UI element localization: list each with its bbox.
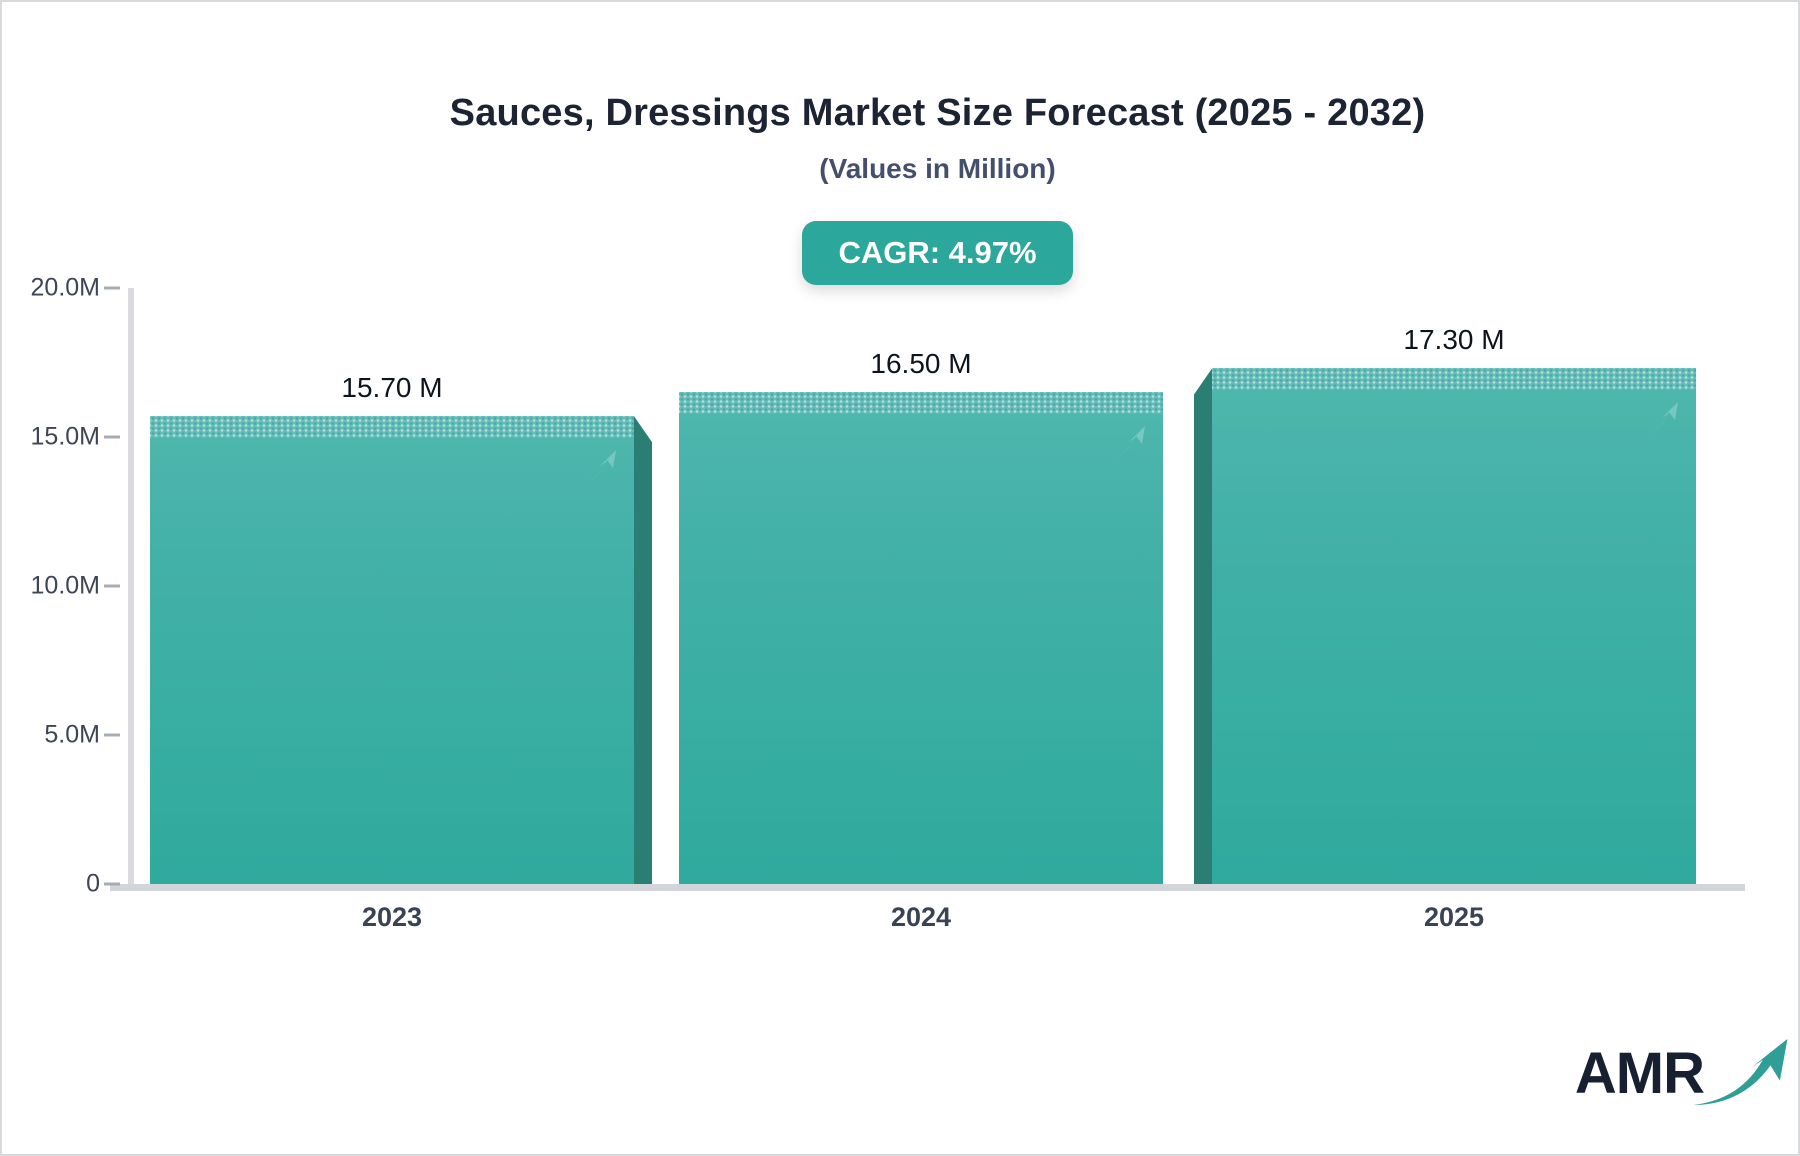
- x-category-label: 2025: [1423, 902, 1485, 932]
- bar-3d-side: [634, 416, 652, 884]
- x-axis-line: [110, 884, 1745, 891]
- y-tick-label: 15.0M: [30, 422, 100, 451]
- bar-value-label: 15.70 M: [341, 372, 443, 404]
- chart-header: Sauces, Dressings Market Size Forecast (…: [130, 0, 1745, 285]
- y-tick-label: 20.0M: [30, 273, 100, 302]
- y-tick-label: 10.0M: [30, 571, 100, 600]
- bar-watermark-arrow-icon: [1646, 402, 1678, 435]
- cagr-badge: CAGR: 4.97%: [802, 221, 1073, 285]
- y-tick-mark: [104, 882, 120, 886]
- bar-watermark-arrow-icon: [584, 450, 616, 483]
- y-tick-label: 0: [86, 869, 100, 898]
- bar-2025: [1212, 368, 1696, 884]
- bar-2023: [150, 416, 634, 884]
- x-category-label: 2024: [890, 902, 952, 932]
- bar-2024: [679, 392, 1163, 884]
- y-tick-mark: [104, 286, 120, 290]
- y-tick-label: 5.0M: [44, 720, 100, 749]
- y-tick-mark: [104, 584, 120, 588]
- amr-logo: AMR: [1574, 1038, 1788, 1110]
- amr-logo-text: AMR: [1574, 1041, 1705, 1106]
- growth-arrow-icon: [1692, 1038, 1788, 1106]
- bar-3d-side: [1194, 368, 1212, 884]
- y-axis-line: [128, 288, 134, 890]
- y-tick-mark: [104, 733, 120, 737]
- chart-subtitle: (Values in Million): [819, 153, 1056, 184]
- bar-value-label: 17.30 M: [1403, 324, 1505, 356]
- bar-value-label: 16.50 M: [870, 348, 972, 380]
- bar-watermark-arrow-icon: [1113, 426, 1145, 459]
- y-tick-mark: [104, 435, 120, 439]
- x-category-label: 2023: [361, 902, 423, 932]
- chart-title: Sauces, Dressings Market Size Forecast (…: [449, 92, 1426, 134]
